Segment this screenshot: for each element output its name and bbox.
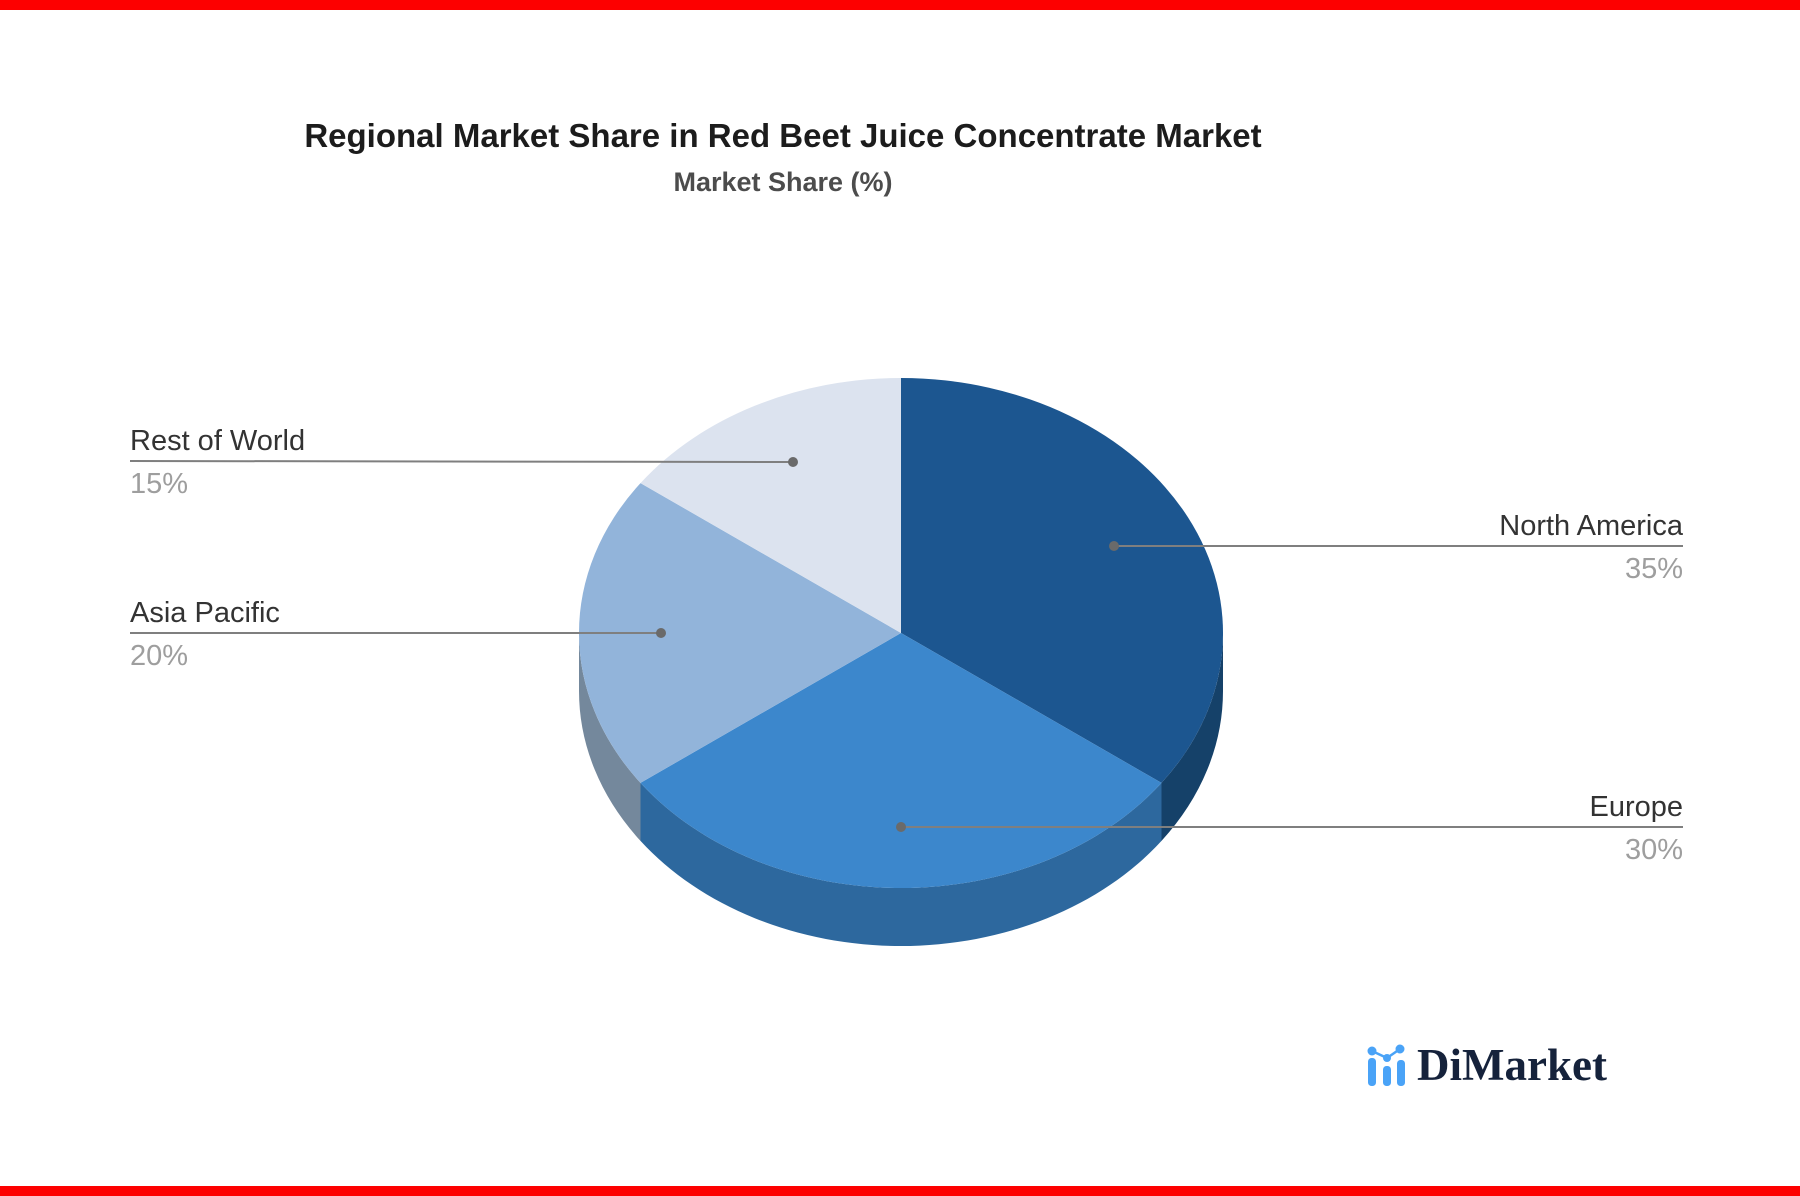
pie-slice-asia-pacific[interactable]: [578, 483, 901, 783]
pie-slice-north-america[interactable]: [901, 378, 1224, 783]
pie-chart: [578, 378, 1224, 947]
label-asia-pacific-pct: 20%: [130, 640, 188, 673]
bottom-red-bar: [0, 1186, 1800, 1196]
label-north-america-pct: 35%: [1625, 553, 1683, 586]
pie-slice-north-america-side[interactable]: [1161, 633, 1224, 841]
connector-rest-of-world: [129, 460, 794, 463]
dimarket-logo: DiMarket: [1363, 1040, 1607, 1090]
logo-text: DiMarket: [1417, 1040, 1607, 1090]
label-asia-pacific-text: Asia Pacific: [130, 597, 280, 629]
chart-header: Regional Market Share in Red Beet Juice …: [0, 116, 1566, 198]
top-red-bar: [0, 0, 1800, 10]
chart-title: Regional Market Share in Red Beet Juice …: [304, 117, 1262, 154]
label-asia-pacific: Asia Pacific: [130, 597, 280, 630]
pie-slice-rest-of-world[interactable]: [640, 378, 902, 633]
label-europe-text: Europe: [1589, 791, 1683, 823]
label-rest-of-world-pct: 15%: [130, 468, 188, 501]
label-north-america: North America: [1499, 510, 1683, 543]
label-rest-of-world: Rest of World: [130, 425, 305, 458]
connector-dot-north-america: [1109, 541, 1119, 551]
label-rest-of-world-pct-text: 15%: [130, 468, 189, 500]
label-north-america-pct-text: 35%: [1624, 553, 1683, 585]
label-europe: Europe: [1589, 791, 1683, 824]
bar-line-chart-icon: [1367, 1044, 1405, 1086]
pie-slice-europe[interactable]: [640, 633, 1162, 889]
connectors: [129, 460, 1683, 828]
chart-subtitle: Market Share (%): [673, 166, 893, 197]
label-north-america-text: North America: [1499, 510, 1683, 542]
connector-dot-europe: [896, 822, 906, 832]
pie-slice-asia-pacific-side[interactable]: [579, 633, 641, 841]
connector-dot-asia-pacific: [656, 628, 666, 638]
label-asia-pacific-pct-text: 20%: [130, 640, 189, 672]
label-europe-pct-text: 30%: [1624, 834, 1683, 866]
label-europe-pct: 30%: [1625, 834, 1683, 867]
connector-dots: [656, 457, 1119, 832]
pie-slice-europe-side[interactable]: [640, 782, 1162, 947]
label-rest-of-world-text: Rest of World: [130, 425, 306, 457]
connector-dot-rest-of-world: [788, 457, 798, 467]
